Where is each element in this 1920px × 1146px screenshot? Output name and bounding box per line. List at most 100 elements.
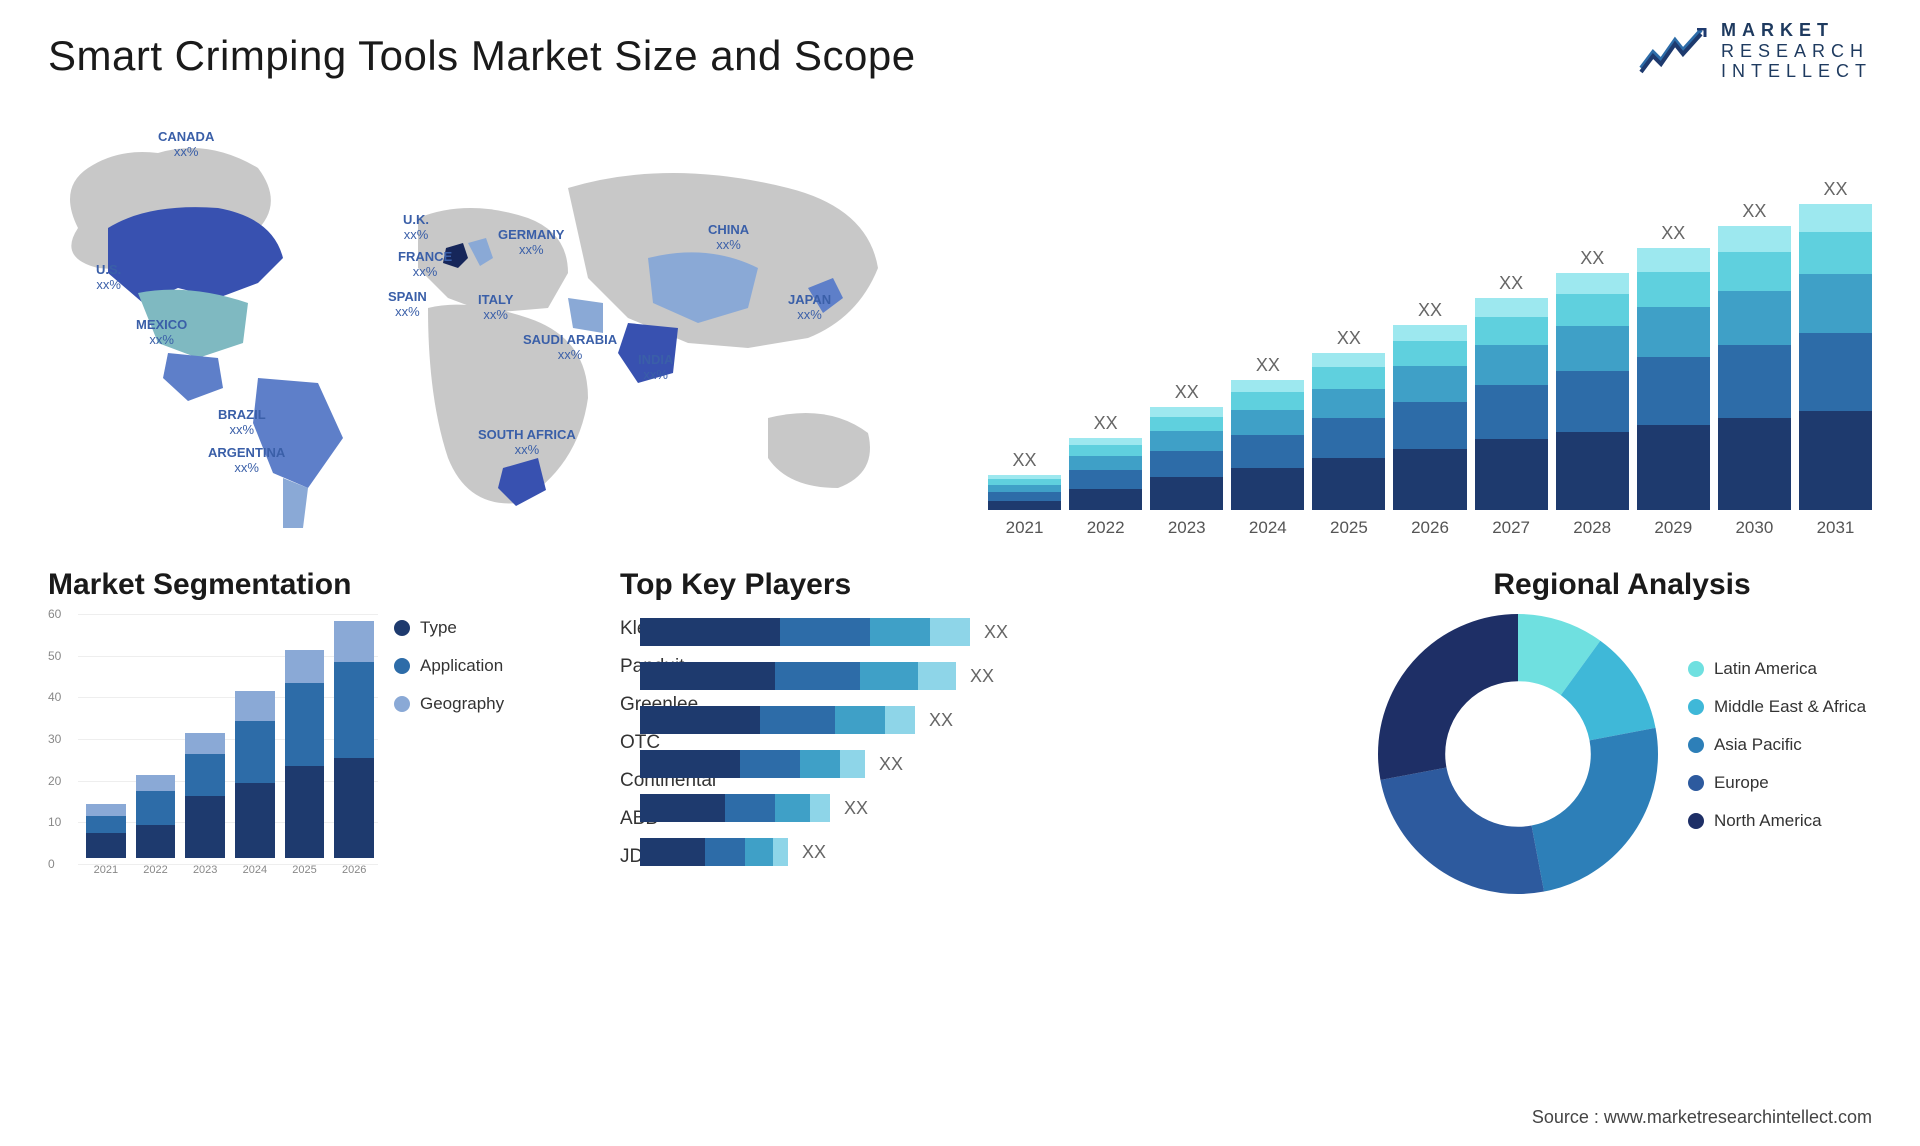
map-label: U.S.xx%: [96, 263, 121, 293]
growth-chart: XX 2021 XX 2022 XX 2023 XX 2024 XX 2025 …: [988, 108, 1872, 538]
regional-legend: Latin America Middle East & Africa Asia …: [1688, 659, 1866, 849]
player-value-label: XX: [844, 798, 868, 819]
legend-item: Application: [394, 656, 504, 676]
legend-item: Latin America: [1688, 659, 1866, 679]
map-label: MEXICOxx%: [136, 318, 187, 348]
player-bar-row: XX: [640, 706, 1340, 734]
growth-bar: XX 2025: [1312, 328, 1385, 538]
player-bar-row: XX: [640, 750, 1340, 778]
page-title: Smart Crimping Tools Market Size and Sco…: [48, 32, 1872, 80]
key-players-panel: Top Key Players KleinPanduitGreenleeOTCC…: [620, 568, 1340, 908]
player-bar-list: XX XX XX XX XX XX: [640, 614, 1340, 868]
map-label: INDIAxx%: [638, 353, 673, 383]
seg-year-label: 2026: [342, 864, 366, 876]
growth-year-label: 2021: [1006, 518, 1044, 538]
growth-year-label: 2030: [1735, 518, 1773, 538]
legend-item: Geography: [394, 694, 504, 714]
growth-bar: XX 2030: [1718, 201, 1791, 538]
growth-bar: XX 2021: [988, 450, 1061, 538]
seg-year-label: 2022: [143, 864, 167, 876]
growth-year-label: 2025: [1330, 518, 1368, 538]
seg-year-label: 2021: [94, 864, 118, 876]
growth-value-label: XX: [1418, 300, 1442, 321]
logo-icon: [1639, 28, 1709, 74]
growth-bar: XX 2026: [1393, 300, 1466, 538]
regional-panel: Regional Analysis Latin America Middle E…: [1372, 568, 1872, 908]
map-label: SOUTH AFRICAxx%: [478, 428, 576, 458]
growth-bar: XX 2027: [1475, 273, 1548, 538]
map-label: ITALYxx%: [478, 293, 513, 323]
segmentation-bar: 2023: [185, 733, 225, 876]
map-label: SAUDI ARABIAxx%: [523, 333, 617, 363]
regional-title: Regional Analysis: [1372, 568, 1872, 602]
legend-item: Type: [394, 618, 504, 638]
map-label: SPAINxx%: [388, 290, 427, 320]
growth-bar: XX 2022: [1069, 413, 1142, 538]
growth-year-label: 2023: [1168, 518, 1206, 538]
segmentation-title: Market Segmentation: [48, 568, 378, 602]
player-bar-row: XX: [640, 618, 1340, 646]
seg-year-label: 2024: [243, 864, 267, 876]
growth-year-label: 2027: [1492, 518, 1530, 538]
legend-item: North America: [1688, 811, 1866, 831]
segmentation-bar: 2026: [334, 621, 374, 876]
map-label: FRANCExx%: [398, 250, 452, 280]
map-label: GERMANYxx%: [498, 228, 564, 258]
segmentation-bar: 2021: [86, 804, 126, 876]
growth-value-label: XX: [1013, 450, 1037, 471]
brand-logo: MARKET RESEARCH INTELLECT: [1639, 20, 1872, 82]
seg-year-label: 2023: [193, 864, 217, 876]
map-label: BRAZILxx%: [218, 408, 266, 438]
map-label: CHINAxx%: [708, 223, 749, 253]
growth-year-label: 2026: [1411, 518, 1449, 538]
map-label: ARGENTINAxx%: [208, 446, 285, 476]
growth-year-label: 2024: [1249, 518, 1287, 538]
player-bar-row: XX: [640, 794, 1340, 822]
growth-value-label: XX: [1094, 413, 1118, 434]
growth-value-label: XX: [1742, 201, 1766, 222]
logo-line3: INTELLECT: [1721, 61, 1872, 82]
map-label: JAPANxx%: [788, 293, 831, 323]
player-value-label: XX: [802, 842, 826, 863]
growth-value-label: XX: [1499, 273, 1523, 294]
regional-donut: [1378, 614, 1658, 894]
player-bar-row: XX: [640, 662, 1340, 690]
seg-year-label: 2025: [292, 864, 316, 876]
player-value-label: XX: [929, 710, 953, 731]
player-value-label: XX: [879, 754, 903, 775]
player-value-label: XX: [970, 666, 994, 687]
segmentation-bar: 2022: [136, 775, 176, 876]
key-players-title: Top Key Players: [620, 568, 1340, 602]
growth-bar: XX 2028: [1556, 248, 1629, 538]
growth-value-label: XX: [1337, 328, 1361, 349]
growth-value-label: XX: [1580, 248, 1604, 269]
growth-value-label: XX: [1256, 355, 1280, 376]
player-bar-row: XX: [640, 838, 1340, 866]
growth-value-label: XX: [1823, 179, 1847, 200]
growth-value-label: XX: [1661, 223, 1685, 244]
world-map: CANADAxx% U.S.xx% MEXICOxx% BRAZILxx% ARGENT…: [48, 108, 948, 538]
segmentation-legend: Type Application Geography: [394, 568, 504, 908]
segmentation-chart: 0 10 20 30 40 50 60 2021 2022 2023 2024 …: [48, 614, 378, 904]
map-label: CANADAxx%: [158, 130, 214, 160]
legend-item: Middle East & Africa: [1688, 697, 1866, 717]
growth-year-label: 2028: [1573, 518, 1611, 538]
player-value-label: XX: [984, 622, 1008, 643]
growth-value-label: XX: [1175, 382, 1199, 403]
segmentation-panel: Market Segmentation 0 10 20 30 40 50 60 …: [48, 568, 588, 908]
growth-year-label: 2031: [1817, 518, 1855, 538]
growth-bar: XX 2024: [1231, 355, 1304, 538]
logo-line1: MARKET: [1721, 20, 1872, 41]
growth-bar: XX 2031: [1799, 179, 1872, 538]
logo-line2: RESEARCH: [1721, 41, 1872, 62]
source-attribution: Source : www.marketresearchintellect.com: [1532, 1107, 1872, 1128]
segmentation-bar: 2024: [235, 691, 275, 876]
segmentation-bar: 2025: [285, 650, 325, 876]
legend-item: Europe: [1688, 773, 1866, 793]
legend-item: Asia Pacific: [1688, 735, 1866, 755]
growth-bar: XX 2023: [1150, 382, 1223, 538]
growth-year-label: 2022: [1087, 518, 1125, 538]
map-label: U.K.xx%: [403, 213, 429, 243]
growth-year-label: 2029: [1654, 518, 1692, 538]
growth-bar: XX 2029: [1637, 223, 1710, 538]
